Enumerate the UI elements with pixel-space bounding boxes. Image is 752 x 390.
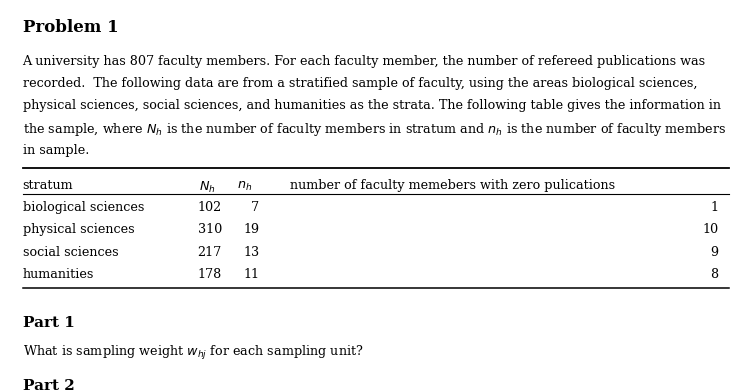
Text: 13: 13: [244, 246, 259, 259]
Text: 10: 10: [702, 223, 718, 236]
Text: social sciences: social sciences: [23, 246, 118, 259]
Text: physical sciences, social sciences, and humanities as the strata. The following : physical sciences, social sciences, and …: [23, 99, 720, 112]
Text: 217: 217: [198, 246, 222, 259]
Text: Part 2: Part 2: [23, 379, 74, 390]
Text: physical sciences: physical sciences: [23, 223, 134, 236]
Text: 7: 7: [251, 201, 259, 214]
Text: recorded.  The following data are from a stratified sample of faculty, using the: recorded. The following data are from a …: [23, 77, 697, 90]
Text: $n_h$: $n_h$: [237, 179, 252, 193]
Text: 9: 9: [710, 246, 718, 259]
Text: biological sciences: biological sciences: [23, 201, 144, 214]
Text: the sample, where $N_h$ is the number of faculty members in stratum and $n_h$ is: the sample, where $N_h$ is the number of…: [23, 121, 726, 138]
Text: Problem 1: Problem 1: [23, 20, 118, 37]
Text: A university has 807 faculty members. For each faculty member, the number of ref: A university has 807 faculty members. Fo…: [23, 55, 705, 67]
Text: 8: 8: [710, 268, 718, 281]
Text: humanities: humanities: [23, 268, 94, 281]
Text: 310: 310: [198, 223, 222, 236]
Text: 19: 19: [244, 223, 259, 236]
Text: What is sampling weight $w_{hj}$ for each sampling unit?: What is sampling weight $w_{hj}$ for eac…: [23, 344, 363, 362]
Text: 178: 178: [198, 268, 222, 281]
Text: stratum: stratum: [23, 179, 73, 192]
Text: 11: 11: [244, 268, 259, 281]
Text: 102: 102: [198, 201, 222, 214]
Text: number of faculty memebers with zero pulications: number of faculty memebers with zero pul…: [290, 179, 614, 192]
Text: in sample.: in sample.: [23, 144, 89, 156]
Text: 1: 1: [710, 201, 718, 214]
Text: Part 1: Part 1: [23, 316, 74, 330]
Text: $N_h$: $N_h$: [199, 179, 216, 195]
